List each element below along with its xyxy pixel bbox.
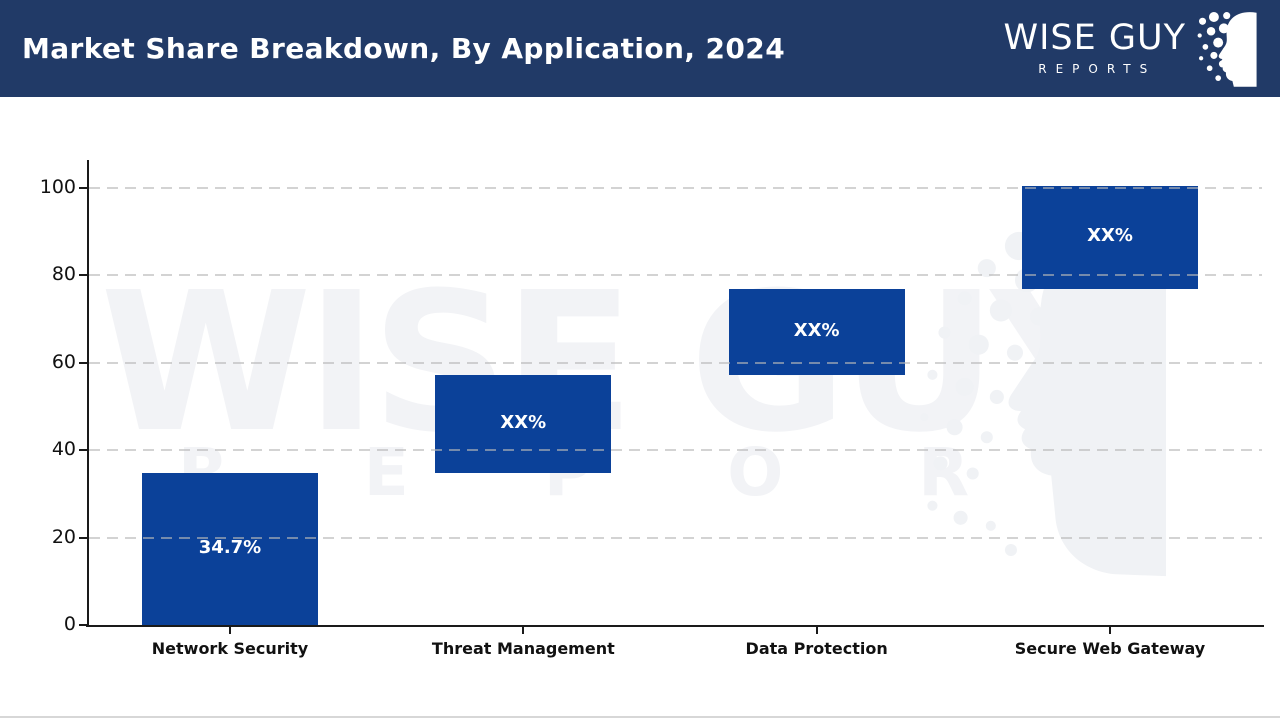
- y-axis-line: [87, 160, 89, 627]
- page-title: Market Share Breakdown, By Application, …: [22, 32, 786, 65]
- x-axis-tick: [1108, 627, 1111, 634]
- y-axis-tick: [79, 274, 87, 276]
- bar-segment: [142, 473, 318, 625]
- gridline: [89, 449, 1262, 451]
- bar-value-label: 34.7%: [198, 537, 262, 559]
- y-axis-tick-label: 100: [39, 175, 76, 198]
- y-axis-tick-label: 60: [51, 350, 76, 373]
- logo-wordmark: WISE GUY: [1003, 18, 1186, 58]
- logo-subtitle: REPORTS: [1038, 62, 1157, 76]
- y-axis-tick: [79, 536, 87, 539]
- x-axis-category-label: Threat Management: [431, 639, 615, 658]
- dotted-head-logo-icon: [1197, 11, 1257, 87]
- x-axis-tick: [229, 627, 231, 634]
- bar-segment: [1021, 185, 1198, 289]
- y-axis-tick-label: 80: [51, 263, 76, 285]
- x-axis-line: [86, 625, 1264, 627]
- gridline: [89, 186, 1262, 189]
- y-axis-tick-label: 0: [63, 613, 76, 635]
- header-bar: Market Share Breakdown, By Application, …: [0, 0, 1280, 97]
- bar-segment: [435, 375, 612, 474]
- bar-value-label: XX%: [793, 319, 840, 341]
- y-axis-tick-label: 40: [51, 438, 76, 460]
- y-axis-tick-label: 20: [51, 525, 76, 548]
- x-axis-tick: [522, 627, 525, 634]
- gridline: [89, 361, 1262, 364]
- y-axis-tick: [79, 186, 87, 189]
- wise-guy-reports-logo: WISE GUY REPORTS: [1003, 8, 1258, 90]
- logo-text: WISE GUY REPORTS: [1003, 18, 1186, 77]
- x-axis-category-label: Secure Web Gateway: [1014, 639, 1206, 658]
- gridline: [89, 274, 1262, 276]
- bottom-border-line: [0, 716, 1280, 718]
- y-axis-tick: [79, 449, 87, 451]
- bar-value-label: XX%: [1087, 225, 1133, 247]
- gridline: [89, 536, 1262, 539]
- y-axis-tick: [79, 361, 87, 364]
- x-axis-category-label: Data Protection: [745, 639, 888, 658]
- bar-value-label: XX%: [500, 412, 547, 434]
- x-axis-tick: [815, 627, 818, 634]
- y-axis-tick: [79, 624, 87, 626]
- x-axis-category-label: Network Security: [151, 639, 309, 658]
- bar-segment: [728, 288, 905, 376]
